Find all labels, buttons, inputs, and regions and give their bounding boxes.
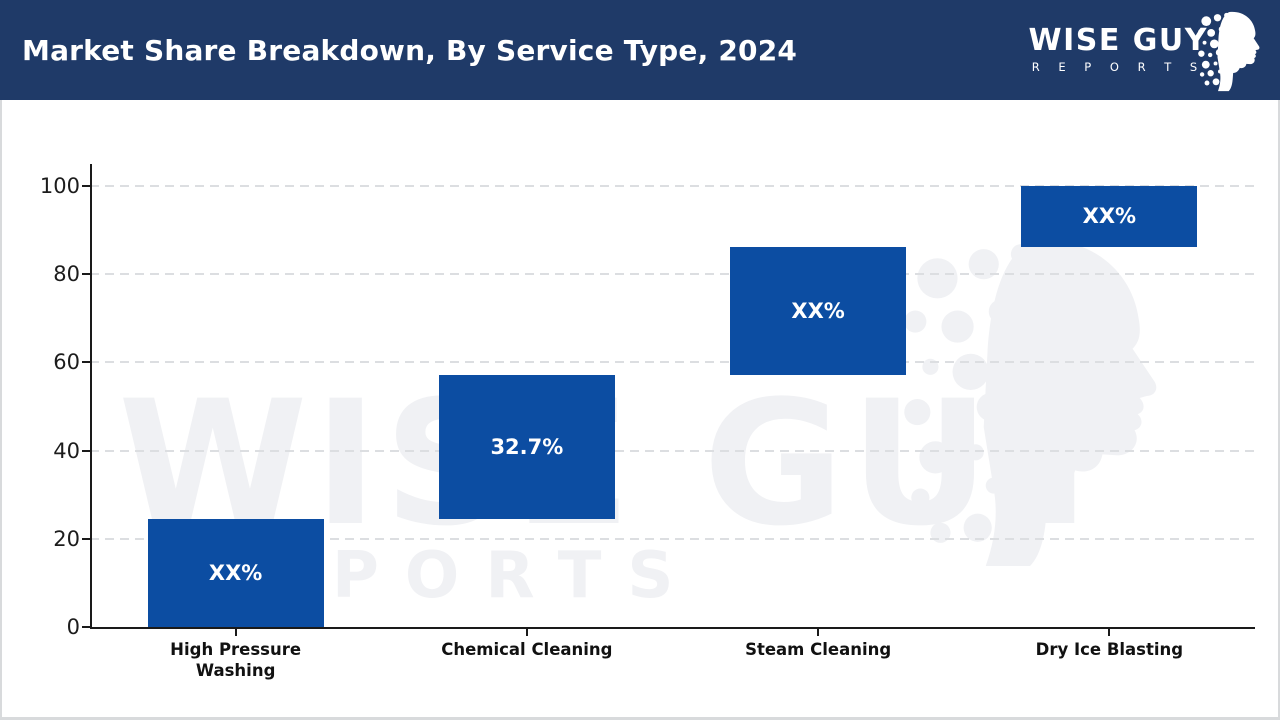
y-tick-label-0: 0 <box>66 615 80 639</box>
logo-wordmark: WISE GUY <box>1028 23 1208 58</box>
bar-value-label: 32.7% <box>490 434 564 459</box>
plot-area: XX% 32.7% XX% XX% <box>90 164 1255 627</box>
bar-steam-cleaning: XX% <box>730 246 907 375</box>
bar-high-pressure-washing: XX% <box>147 518 324 627</box>
y-tick-mark-0 <box>82 626 90 628</box>
bar-chemical-cleaning: 32.7% <box>438 374 615 519</box>
gridline-100 <box>90 185 1255 187</box>
x-axis-spine <box>90 627 1255 629</box>
gridline-40 <box>90 449 1255 452</box>
logo-face-icon <box>1198 11 1260 92</box>
bar-value-label: XX% <box>208 560 263 585</box>
y-tick-label-20: 20 <box>53 526 80 551</box>
bar-value-label: XX% <box>791 298 845 323</box>
y-tick-label-80: 80 <box>53 262 80 287</box>
chart-title: Market Share Breakdown, By Service Type,… <box>22 33 798 67</box>
x-category-label-1: Chemical Cleaning <box>441 640 613 659</box>
x-tick-mark-0 <box>234 629 237 636</box>
x-tick-mark-2 <box>817 629 820 636</box>
y-tick-mark-40 <box>82 449 90 452</box>
x-tick-mark-1 <box>525 629 528 636</box>
wise-guy-logo: WISE GUY R E P O R T S <box>1028 8 1262 92</box>
x-category-label-3: Dry Ice Blasting <box>1035 640 1184 659</box>
y-tick-label-40: 40 <box>53 438 80 463</box>
bar-value-label: XX% <box>1082 204 1137 229</box>
gridline-60 <box>90 361 1255 364</box>
y-tick-mark-80 <box>82 273 90 276</box>
chart-card: WISE GUY REPORTS XX% 32.7% XX% XX% 0 20 40 60 8… <box>0 100 1280 720</box>
x-tick-mark-3 <box>1108 629 1111 636</box>
y-axis-spine <box>90 164 92 629</box>
header-bar: Market Share Breakdown, By Service Type,… <box>0 0 1280 100</box>
gridline-80 <box>90 273 1255 276</box>
logo-subtitle: R E P O R T S <box>1031 60 1205 74</box>
y-tick-label-60: 60 <box>53 350 80 375</box>
logo-text: WISE GUY R E P O R T S <box>1028 23 1208 75</box>
bar-dry-ice-blasting: XX% <box>1021 186 1198 247</box>
gridline-20 <box>90 537 1255 540</box>
y-tick-mark-20 <box>82 537 90 540</box>
y-tick-mark-100 <box>82 185 90 187</box>
y-tick-label-100: 100 <box>39 174 80 198</box>
y-tick-mark-60 <box>82 361 90 364</box>
x-category-label-0: High Pressure Washing <box>170 640 302 681</box>
x-category-label-2: Steam Cleaning <box>745 640 892 659</box>
